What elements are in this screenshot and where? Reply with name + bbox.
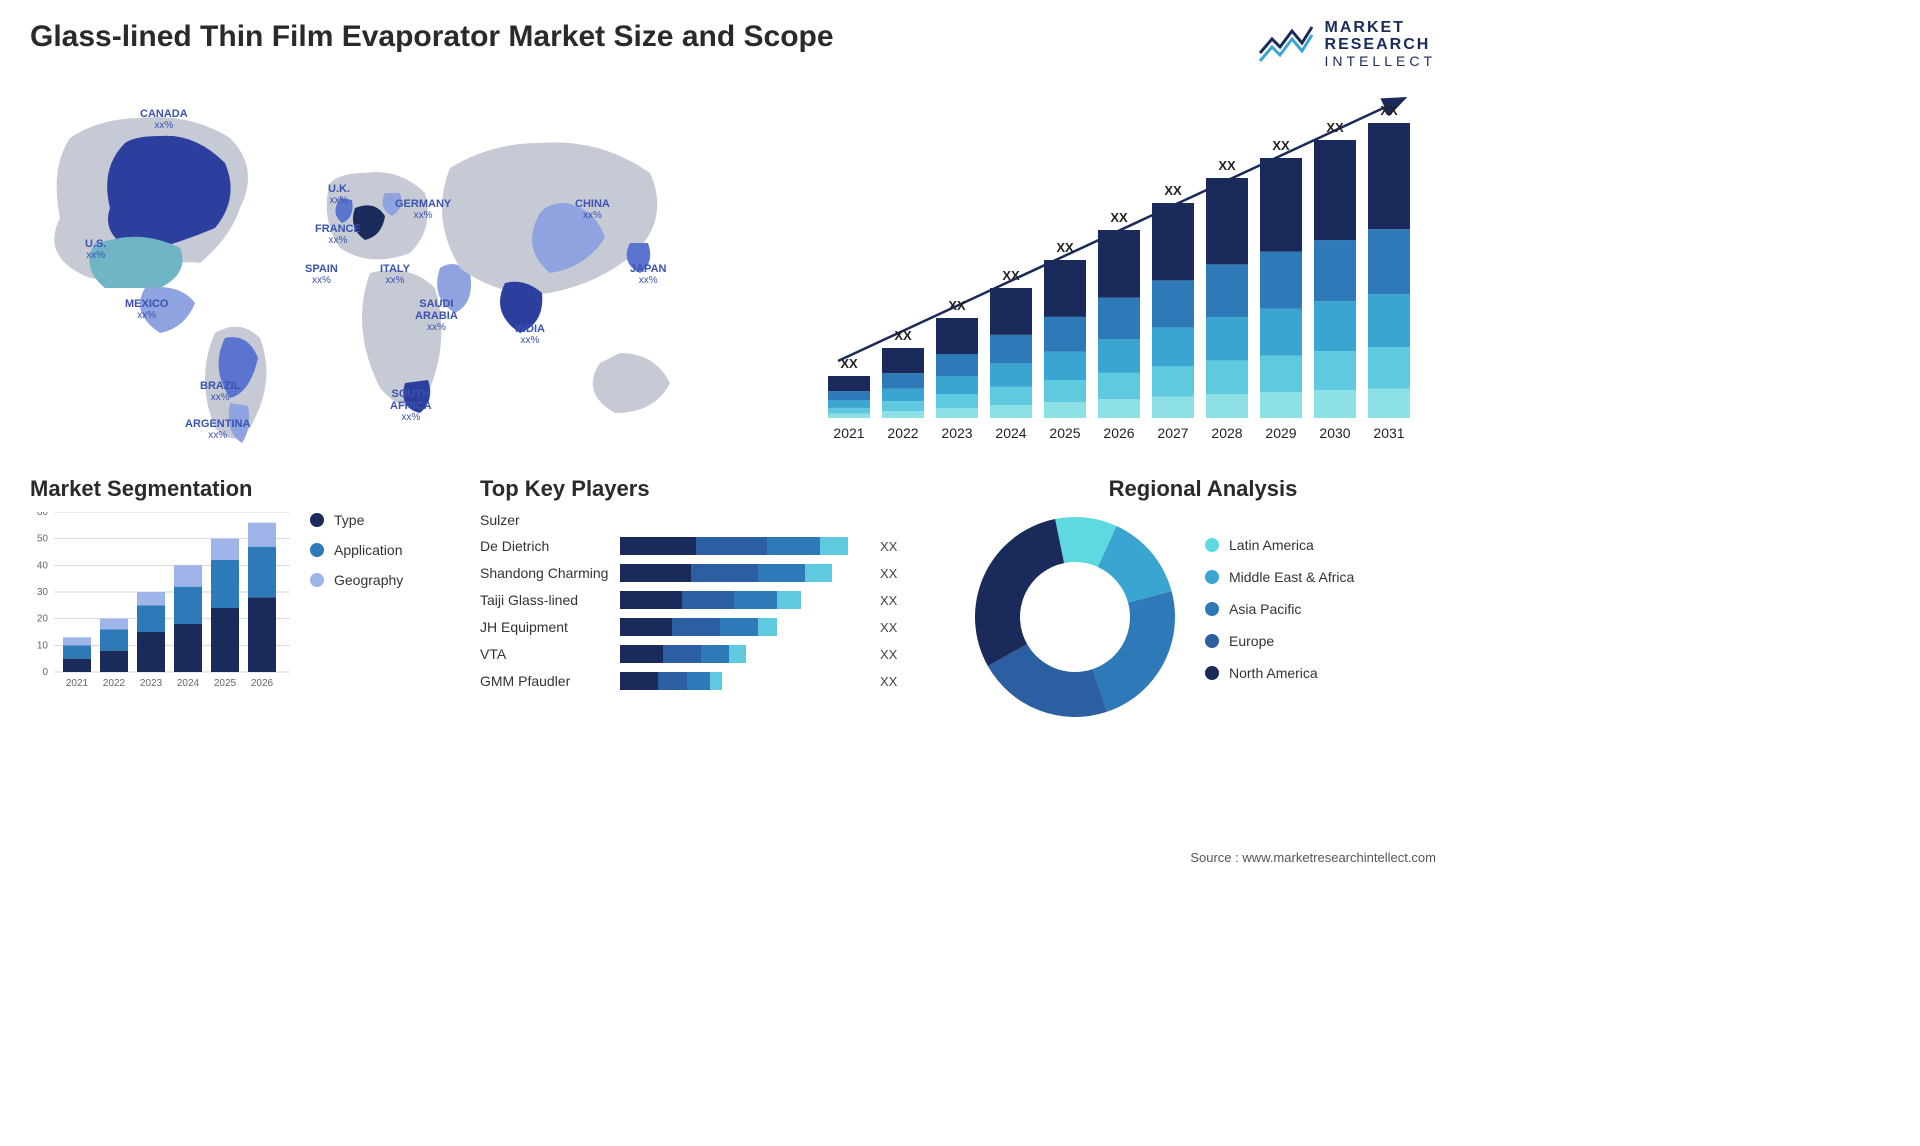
- source-attribution: Source : www.marketresearchintellect.com: [1190, 850, 1436, 865]
- player-row: Shandong CharmingXX: [480, 564, 940, 582]
- regional-donut-chart: [970, 512, 1180, 722]
- svg-text:2021: 2021: [833, 425, 864, 441]
- growth-bar-chart: XX 2021 XX 2022 XX 2023 XX 2024 XX 2025 XX 2026 XX 20…: [816, 88, 1436, 458]
- svg-text:XX: XX: [1380, 103, 1398, 118]
- map-label-france: FRANCExx%: [315, 223, 361, 246]
- map-label-u-k-: U.K.xx%: [328, 183, 350, 206]
- map-label-u-s-: U.S.xx%: [85, 238, 106, 261]
- logo-icon: [1258, 21, 1314, 63]
- map-label-south-africa: SOUTHAFRICAxx%: [390, 388, 432, 423]
- growth-chart-panel: XX 2021 XX 2022 XX 2023 XX 2024 XX 2025 XX 2026 XX 20…: [816, 88, 1436, 458]
- map-label-japan: JAPANxx%: [630, 263, 666, 286]
- svg-text:XX: XX: [1272, 138, 1290, 153]
- map-label-brazil: BRAZILxx%: [200, 380, 240, 403]
- world-map-panel: CANADAxx% U.S.xx% MEXICOxx% BRAZILxx% ARGENT…: [30, 88, 776, 458]
- svg-text:XX: XX: [840, 356, 858, 371]
- svg-text:XX: XX: [894, 328, 912, 343]
- brand-logo: MARKET RESEARCH INTELLECT: [1258, 20, 1436, 68]
- player-row: VTAXX: [480, 645, 940, 663]
- map-label-canada: CANADAxx%: [140, 108, 188, 131]
- regional-legend-item: Europe: [1205, 633, 1354, 649]
- svg-text:XX: XX: [1326, 120, 1344, 135]
- map-label-argentina: ARGENTINAxx%: [185, 418, 250, 441]
- svg-text:2024: 2024: [995, 425, 1026, 441]
- svg-text:2023: 2023: [941, 425, 972, 441]
- svg-text:2025: 2025: [214, 678, 237, 689]
- svg-text:50: 50: [37, 534, 49, 545]
- map-label-italy: ITALYxx%: [380, 263, 410, 286]
- segmentation-title: Market Segmentation: [30, 476, 450, 502]
- map-label-china: CHINAxx%: [575, 198, 610, 221]
- svg-text:XX: XX: [948, 298, 966, 313]
- regional-legend: Latin America Middle East & Africa Asia Pa…: [1205, 537, 1354, 697]
- svg-text:2028: 2028: [1211, 425, 1242, 441]
- map-label-germany: GERMANYxx%: [395, 198, 451, 221]
- svg-text:2029: 2029: [1265, 425, 1296, 441]
- svg-text:XX: XX: [1218, 158, 1236, 173]
- svg-text:2026: 2026: [251, 678, 274, 689]
- player-row: JH EquipmentXX: [480, 618, 940, 636]
- svg-text:20: 20: [37, 614, 49, 625]
- map-label-india: INDIAxx%: [515, 323, 545, 346]
- seg-legend-type: Type: [310, 512, 403, 528]
- svg-text:2026: 2026: [1103, 425, 1134, 441]
- svg-text:2022: 2022: [887, 425, 918, 441]
- segmentation-legend: Type Application Geography: [310, 512, 403, 602]
- seg-legend-geography: Geography: [310, 572, 403, 588]
- svg-text:XX: XX: [1164, 183, 1182, 198]
- page-title: Glass-lined Thin Film Evaporator Market …: [30, 20, 834, 54]
- svg-text:XX: XX: [1056, 240, 1074, 255]
- regional-legend-item: Middle East & Africa: [1205, 569, 1354, 585]
- segmentation-chart: 0 10 20 30 40 50 60 2021 2022 2023 2024 2025 2026: [30, 512, 290, 712]
- regional-title: Regional Analysis: [970, 476, 1436, 502]
- svg-text:2023: 2023: [140, 678, 163, 689]
- map-label-spain: SPAINxx%: [305, 263, 338, 286]
- svg-text:40: 40: [37, 561, 49, 572]
- svg-text:XX: XX: [1110, 210, 1128, 225]
- player-row: Taiji Glass-linedXX: [480, 591, 940, 609]
- player-row: Sulzer: [480, 512, 940, 528]
- player-row: GMM PfaudlerXX: [480, 672, 940, 690]
- svg-text:2031: 2031: [1373, 425, 1404, 441]
- players-title: Top Key Players: [480, 476, 940, 502]
- regional-legend-item: Latin America: [1205, 537, 1354, 553]
- player-row: De DietrichXX: [480, 537, 940, 555]
- svg-text:0: 0: [42, 667, 48, 678]
- regional-legend-item: Asia Pacific: [1205, 601, 1354, 617]
- map-label-saudi-arabia: SAUDIARABIAxx%: [415, 298, 458, 333]
- svg-text:60: 60: [37, 512, 49, 518]
- svg-text:2027: 2027: [1157, 425, 1188, 441]
- svg-text:2030: 2030: [1319, 425, 1350, 441]
- seg-legend-application: Application: [310, 542, 403, 558]
- svg-text:2025: 2025: [1049, 425, 1080, 441]
- svg-text:10: 10: [37, 641, 49, 652]
- svg-text:2022: 2022: [103, 678, 126, 689]
- svg-text:2024: 2024: [177, 678, 200, 689]
- svg-text:XX: XX: [1002, 268, 1020, 283]
- map-label-mexico: MEXICOxx%: [125, 298, 168, 321]
- svg-text:2021: 2021: [66, 678, 89, 689]
- players-list: Sulzer De DietrichXX Shandong CharmingXX Ta…: [480, 512, 940, 690]
- regional-legend-item: North America: [1205, 665, 1354, 681]
- svg-text:30: 30: [37, 587, 49, 598]
